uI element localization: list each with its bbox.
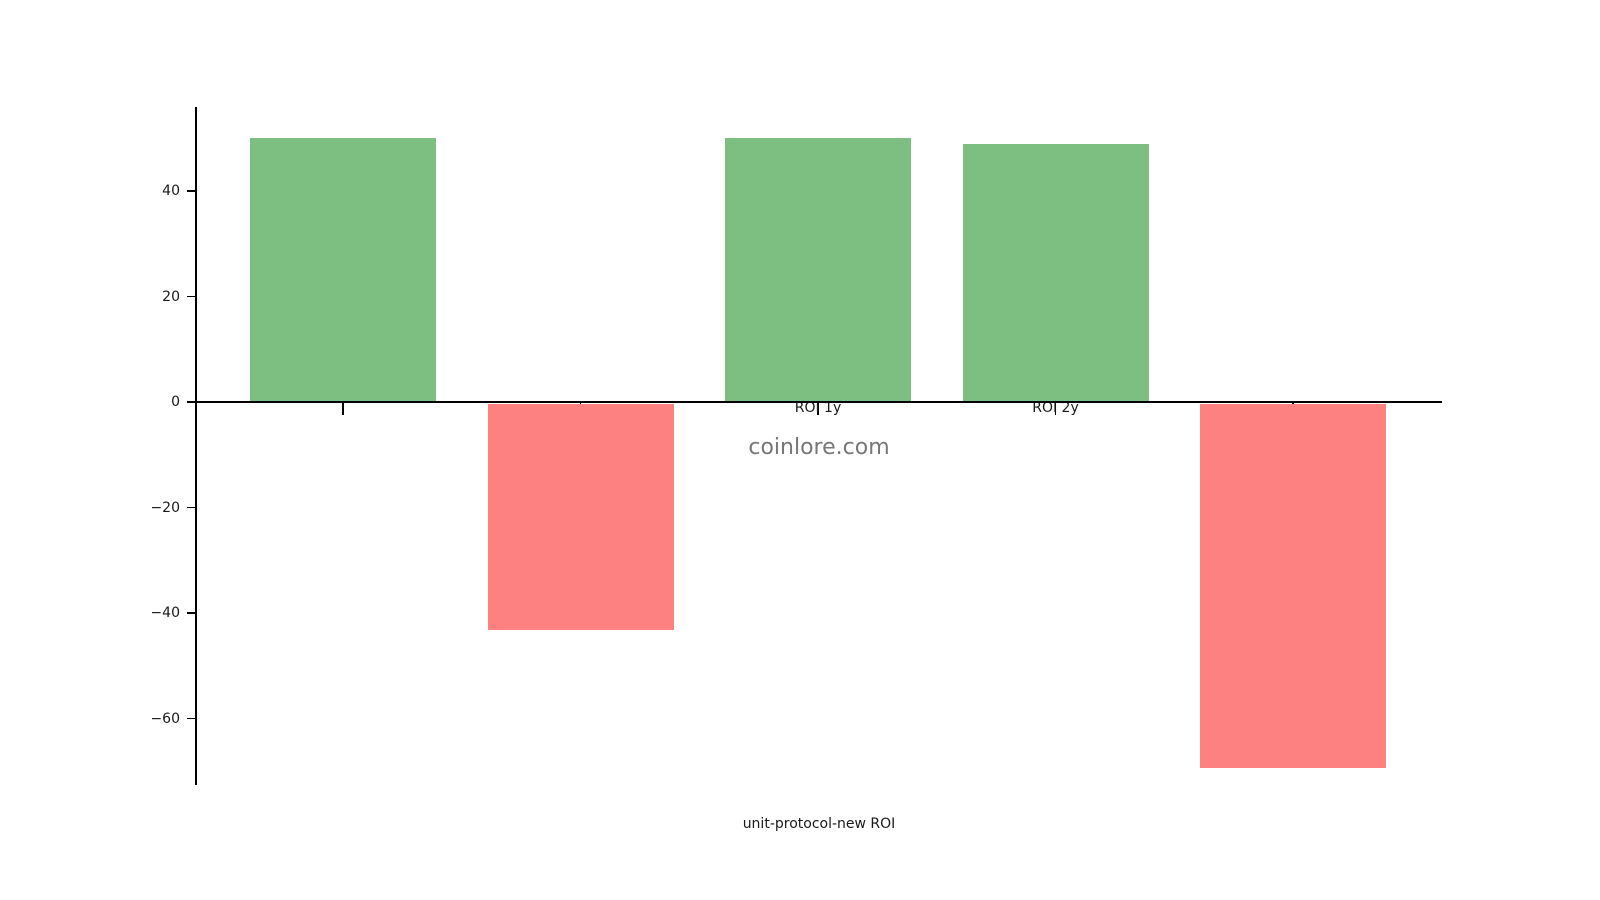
bar-roi-1y [725, 138, 911, 402]
bar-roi-2y [962, 143, 1149, 402]
bar-col-1 [250, 138, 436, 402]
x-tick-label: ROI 2y [1032, 400, 1079, 416]
y-tick-label: 40 [162, 183, 180, 199]
chart-title: unit-protocol-new ROI [742, 816, 896, 832]
y-axis-spine [195, 107, 197, 785]
y-tick [187, 612, 195, 614]
y-tick-label: 0 [171, 394, 180, 410]
x-tick-label: ROI 1y [794, 400, 842, 416]
bar-col-5 [1200, 403, 1386, 768]
y-tick-label: 20 [162, 288, 180, 305]
x-tick [342, 402, 344, 415]
x-axis-zero-line [195, 401, 1442, 403]
y-tick [187, 401, 195, 403]
y-tick-label: −40 [150, 605, 180, 621]
watermark: coinlore.com [748, 435, 890, 460]
y-tick [187, 717, 195, 720]
x-tick [817, 402, 819, 415]
y-tick [187, 506, 195, 509]
y-tick-label: −60 [150, 710, 180, 727]
y-tick [187, 295, 195, 298]
y-tick-label: −20 [150, 499, 180, 516]
y-tick [187, 190, 195, 192]
x-tick [1054, 402, 1057, 415]
bar-col-2 [487, 403, 674, 631]
